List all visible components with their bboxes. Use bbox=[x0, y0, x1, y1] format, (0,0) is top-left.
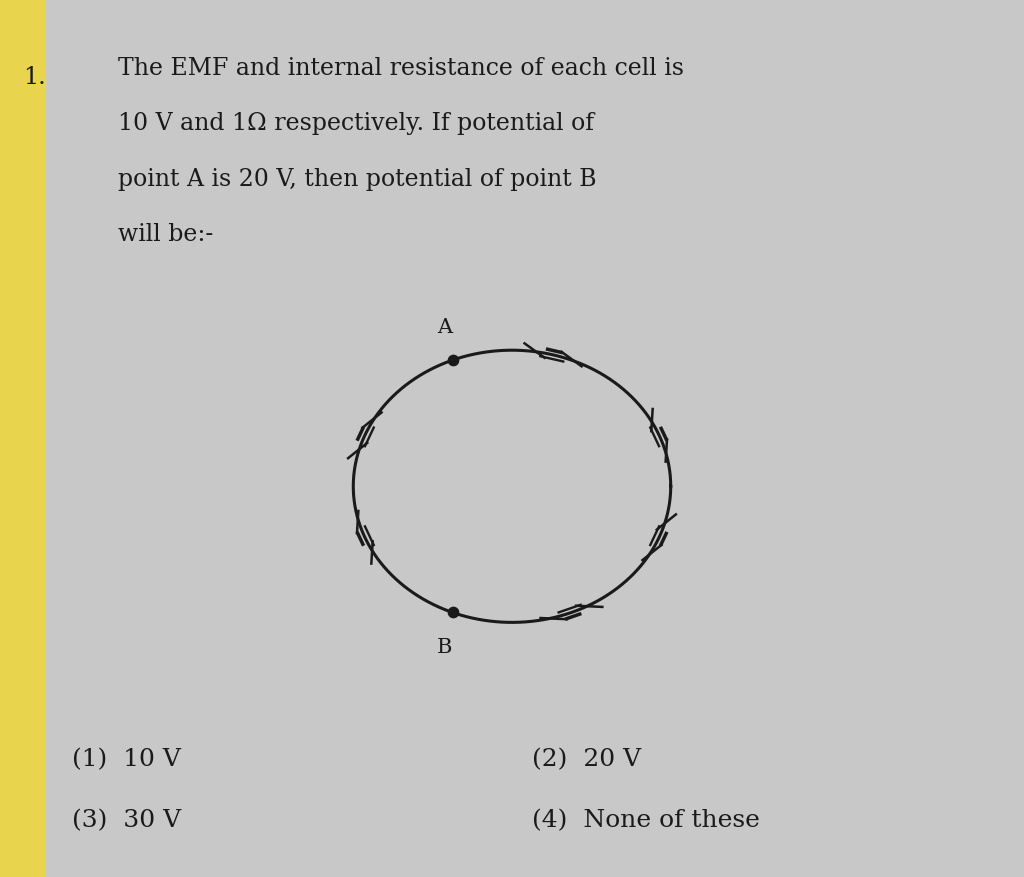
Text: point A is 20 V, then potential of point B: point A is 20 V, then potential of point… bbox=[118, 168, 596, 190]
Bar bbox=[0, 0, 46, 877]
Text: will be:-: will be:- bbox=[118, 223, 213, 246]
Text: A: A bbox=[437, 317, 452, 336]
Text: 10 V and 1Ω respectively. If potential of: 10 V and 1Ω respectively. If potential o… bbox=[118, 112, 594, 135]
Text: (4)  None of these: (4) None of these bbox=[532, 809, 761, 831]
Point bbox=[444, 606, 461, 620]
Text: (2)  20 V: (2) 20 V bbox=[532, 747, 642, 770]
Text: (3)  30 V: (3) 30 V bbox=[72, 809, 181, 831]
Text: (1)  10 V: (1) 10 V bbox=[72, 747, 180, 770]
Text: 1.: 1. bbox=[24, 66, 46, 89]
Point bbox=[444, 353, 461, 367]
Text: B: B bbox=[436, 638, 452, 656]
Text: The EMF and internal resistance of each cell is: The EMF and internal resistance of each … bbox=[118, 57, 684, 80]
